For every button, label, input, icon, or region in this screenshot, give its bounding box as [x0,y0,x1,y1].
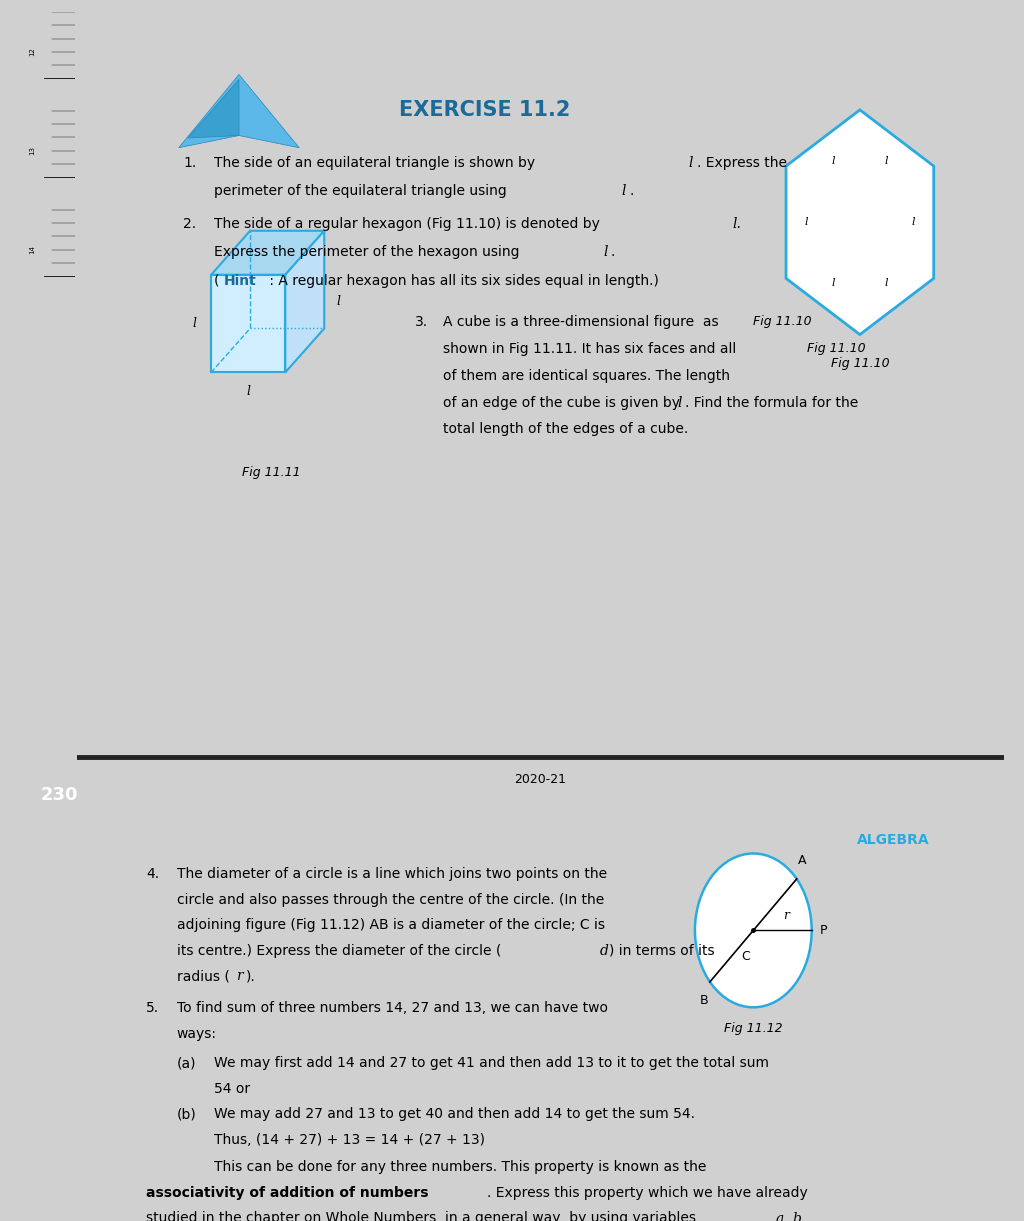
Text: 4.: 4. [146,867,160,880]
Text: of them are identical squares. The length: of them are identical squares. The lengt… [442,369,730,382]
Text: total length of the edges of a cube.: total length of the edges of a cube. [442,422,688,436]
Text: The diameter of a circle is a line which joins two points on the: The diameter of a circle is a line which… [177,867,607,880]
Text: l: l [885,278,889,288]
Text: l: l [911,217,915,227]
Text: Fig 11.11: Fig 11.11 [242,466,301,480]
Text: of an edge of the cube is given by: of an edge of the cube is given by [442,396,684,409]
Text: perimeter of the equilateral triangle using: perimeter of the equilateral triangle us… [214,184,511,198]
Text: its centre.) Express the diameter of the circle (: its centre.) Express the diameter of the… [177,944,502,957]
Text: l: l [246,386,250,398]
Text: ).: ). [246,969,255,983]
Text: We may first add 14 and 27 to get 41 and then add 13 to it to get the total sum: We may first add 14 and 27 to get 41 and… [214,1056,769,1070]
Text: To find sum of three numbers 14, 27 and 13, we can have two: To find sum of three numbers 14, 27 and … [177,1001,608,1015]
Text: l: l [688,156,693,170]
Text: B: B [700,994,709,1007]
Text: We may add 27 and 13 to get 40 and then add 14 to get the sum 54.: We may add 27 and 13 to get 40 and then … [214,1107,695,1121]
Text: Fig 11.10: Fig 11.10 [807,342,866,355]
Text: The side of a regular hexagon (Fig 11.10) is denoted by: The side of a regular hexagon (Fig 11.10… [214,217,604,231]
Polygon shape [179,74,299,148]
Text: 14: 14 [30,245,36,254]
Text: (: ( [214,274,219,287]
Polygon shape [211,231,325,275]
Text: circle and also passes through the centre of the circle. (In the: circle and also passes through the centr… [177,893,604,906]
Text: Express the perimeter of the hexagon using: Express the perimeter of the hexagon usi… [214,245,524,259]
Text: Fig 11.10: Fig 11.10 [754,315,812,328]
Text: l: l [805,217,808,227]
Text: studied in the chapter on Whole Numbers, in a general way, by using variables: studied in the chapter on Whole Numbers,… [146,1211,700,1221]
Polygon shape [286,231,325,372]
Polygon shape [786,110,934,335]
Text: shown in Fig 11.11. It has six faces and all: shown in Fig 11.11. It has six faces and… [442,342,736,355]
Text: d: d [599,944,608,957]
Text: Hint: Hint [224,274,257,287]
Text: l: l [831,156,835,166]
Text: a, b: a, b [775,1211,802,1221]
Text: 5.: 5. [146,1001,160,1015]
Circle shape [695,853,812,1007]
Text: 230: 230 [40,786,78,803]
Text: The side of an equilateral triangle is shown by: The side of an equilateral triangle is s… [214,156,540,170]
Text: r: r [237,969,243,983]
Text: .: . [610,245,615,259]
Text: . Express this property which we have already: . Express this property which we have al… [487,1186,808,1199]
Text: P: P [820,924,827,937]
Text: ALGEBRA: ALGEBRA [857,833,930,846]
Text: A: A [798,853,807,867]
Text: A cube is a three-dimensional figure  as: A cube is a three-dimensional figure as [442,315,719,328]
Text: 2020-21: 2020-21 [514,773,566,786]
Text: l: l [677,396,682,409]
Text: l: l [603,245,607,259]
Text: Fig 11.12: Fig 11.12 [724,1022,782,1035]
Text: EXERCISE 11.2: EXERCISE 11.2 [399,100,570,120]
Polygon shape [211,275,286,372]
Text: 12: 12 [30,48,36,56]
Text: 3.: 3. [415,315,428,328]
Text: 54 or: 54 or [214,1082,250,1095]
Text: Fig 11.10: Fig 11.10 [830,357,889,370]
Text: : A regular hexagon has all its six sides equal in length.): : A regular hexagon has all its six side… [265,274,658,287]
Text: . Express the: . Express the [696,156,786,170]
Text: (b): (b) [177,1107,197,1121]
Text: l: l [622,184,627,198]
Text: (a): (a) [177,1056,197,1070]
Text: ways:: ways: [177,1027,217,1040]
Text: l: l [193,317,197,330]
Text: C: C [741,950,751,963]
Text: l: l [885,156,889,166]
Text: l: l [336,295,340,308]
Text: 13: 13 [30,147,36,155]
Text: radius (: radius ( [177,969,229,983]
Text: 2.: 2. [183,217,197,231]
Text: .: . [629,184,634,198]
Text: 1.: 1. [183,156,197,170]
Text: Thus, (14 + 27) + 13 = 14 + (27 + 13): Thus, (14 + 27) + 13 = 14 + (27 + 13) [214,1133,485,1147]
Text: ) in terms of its: ) in terms of its [608,944,715,957]
Polygon shape [188,79,239,138]
Text: This can be done for any three numbers. This property is known as the: This can be done for any three numbers. … [214,1160,707,1173]
Text: . Find the formula for the: . Find the formula for the [685,396,858,409]
Text: l.: l. [732,217,741,231]
Text: r: r [783,910,790,922]
Text: associativity of addition of numbers: associativity of addition of numbers [146,1186,429,1199]
Text: adjoining figure (Fig 11.12) AB is a diameter of the circle; C is: adjoining figure (Fig 11.12) AB is a dia… [177,918,605,932]
Text: l: l [831,278,835,288]
